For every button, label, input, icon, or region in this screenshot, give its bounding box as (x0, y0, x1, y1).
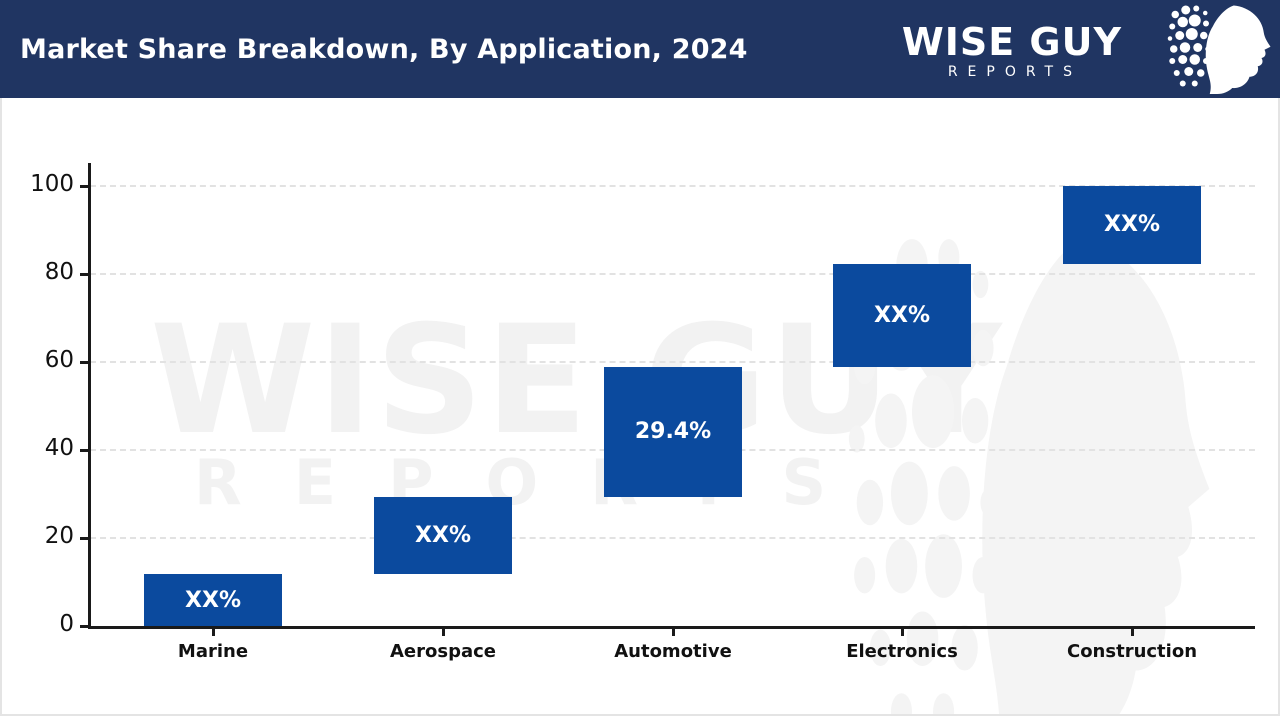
y-tick-label: 80 (44, 259, 74, 285)
bar-value-label: XX% (415, 522, 471, 548)
gridline (90, 537, 1255, 539)
gridline (90, 361, 1255, 363)
x-tick-mark (900, 629, 904, 636)
x-tick-mark (211, 629, 215, 636)
bar-value-label: 29.4% (634, 419, 712, 445)
page-title: Market Share Breakdown, By Application, … (20, 33, 748, 65)
x-tick-label: Electronics (846, 641, 958, 662)
y-tick-label: 100 (30, 171, 74, 197)
bar: XX% (374, 496, 512, 575)
x-tick-label: Construction (1066, 641, 1198, 662)
y-tick-label: 0 (59, 611, 74, 637)
y-tick-mark (80, 360, 90, 364)
header-bar: Market Share Breakdown, By Application, … (0, 0, 1280, 98)
logo-wise-guy-text: WISE GUY (901, 20, 1122, 64)
chart-card: WISE GUY REPORTS 0 20 40 60 80 100 XX% Marine XX… (0, 98, 1280, 716)
bar: XX% (144, 574, 282, 626)
bar: XX% (1063, 186, 1201, 264)
y-tick-mark (80, 624, 90, 628)
y-tick-label: 40 (44, 435, 74, 461)
x-tick-label: Aerospace (389, 641, 496, 662)
gridline (90, 273, 1255, 275)
bar-value-label: XX% (874, 303, 930, 329)
y-axis-line (88, 163, 91, 629)
logo-face-icon (1167, 5, 1271, 94)
y-tick-label: 60 (44, 347, 74, 373)
logo-text: WISE GUY REPORTS (902, 22, 1122, 80)
y-tick-mark (80, 272, 90, 276)
x-tick-label: Marine (177, 641, 249, 662)
logo-reports-text: REPORTS (947, 64, 1082, 80)
plot-area: 0 20 40 60 80 100 XX% Marine XX% Aerospace 29.4% Au… (2, 98, 1278, 714)
y-tick-mark (80, 448, 90, 452)
bar-value-label: XX% (185, 587, 241, 613)
x-axis-line (88, 626, 1255, 629)
wise-guy-logo: WISE GUY REPORTS (902, 0, 1280, 98)
y-tick-mark (80, 536, 90, 540)
x-tick-label: Automotive (614, 641, 732, 662)
y-tick-mark (80, 184, 90, 188)
x-tick-mark (441, 629, 445, 636)
gridline (90, 185, 1255, 187)
x-tick-mark (1130, 629, 1134, 636)
x-tick-mark (671, 629, 675, 636)
bar-value-label: XX% (1104, 212, 1160, 238)
bar: XX% (833, 263, 971, 368)
bar: 29.4% (604, 367, 742, 497)
y-tick-label: 20 (44, 523, 74, 549)
